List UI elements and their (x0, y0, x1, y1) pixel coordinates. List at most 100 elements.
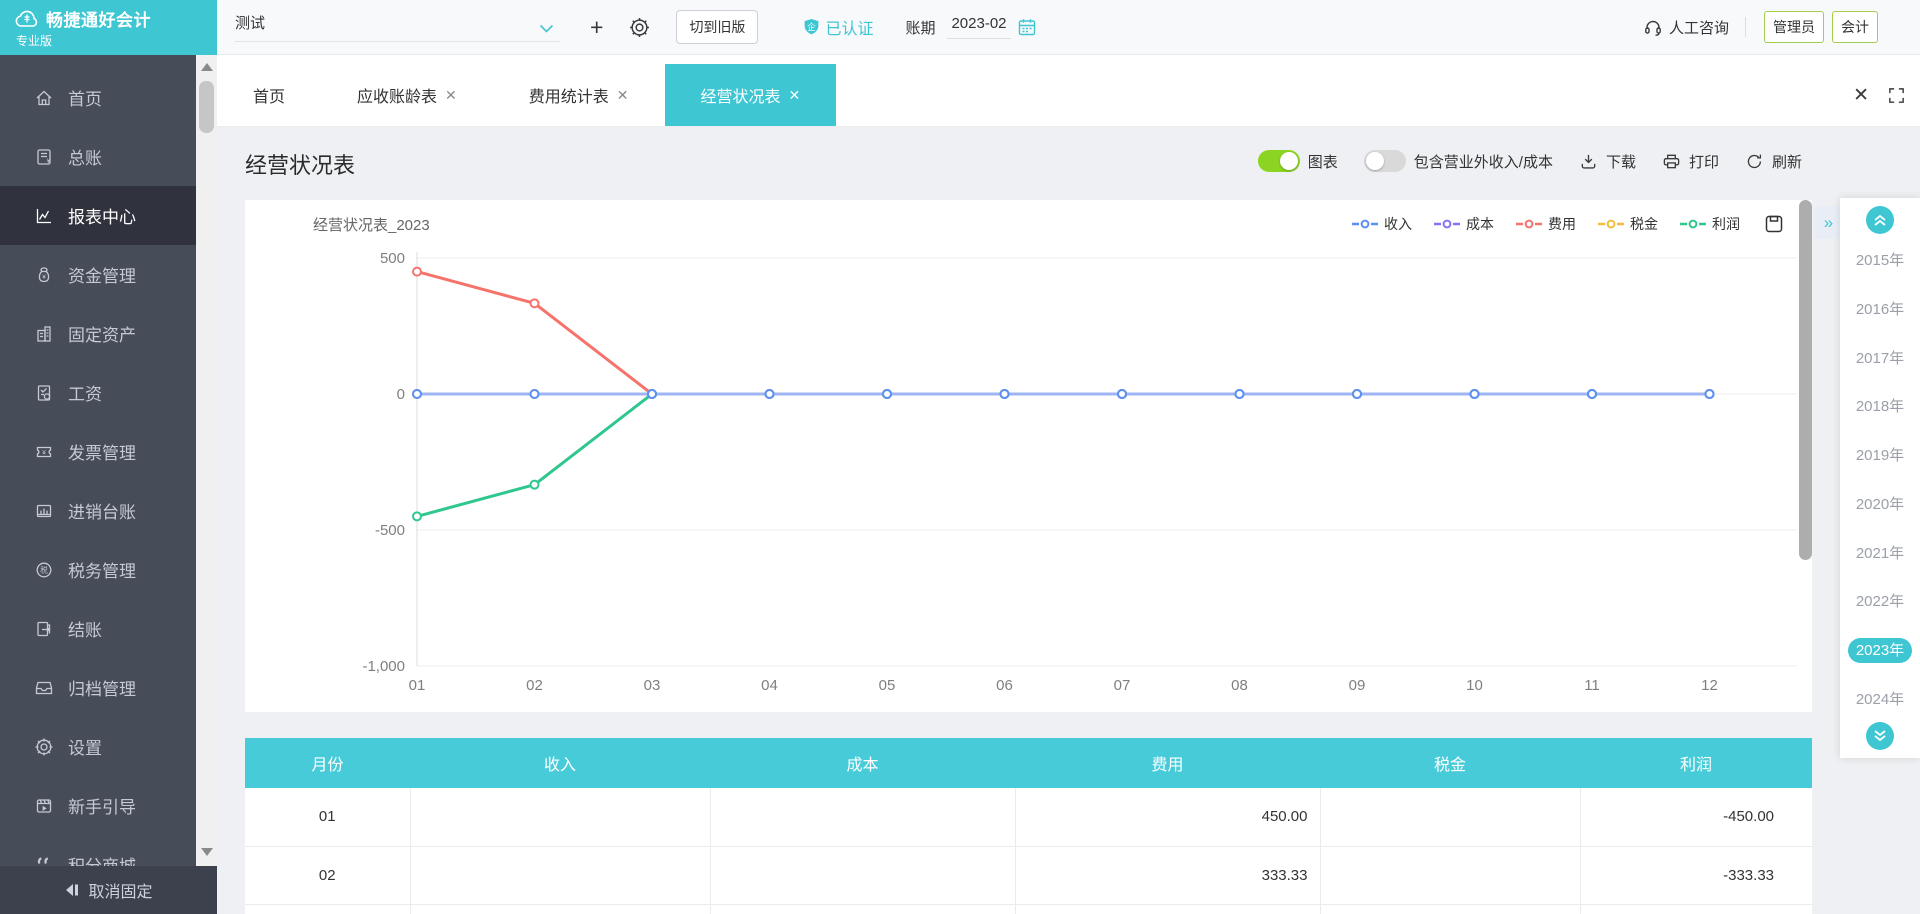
svg-text:-500: -500 (375, 522, 405, 539)
fullscreen-icon[interactable] (1887, 86, 1906, 105)
year-item-2017[interactable]: 2017年 (1855, 349, 1905, 367)
switch-old-version-button[interactable]: 切到旧版 (676, 10, 759, 44)
sidebar-item-salary[interactable]: 工资 (0, 363, 196, 422)
legend-marker-icon (1680, 219, 1706, 229)
page-title: 经营状况表 (245, 153, 356, 178)
main-scrollbar-thumb[interactable] (1799, 200, 1812, 560)
svg-text:¥: ¥ (47, 158, 51, 165)
close-all-tabs-icon[interactable]: ✕ (1853, 84, 1869, 106)
year-item-2016[interactable]: 2016年 (1855, 300, 1905, 318)
year-panel-collapse-icon[interactable]: » (1815, 206, 1842, 239)
add-account-set-icon[interactable]: + (590, 13, 604, 40)
sidebar-menu: 首页 ¥ 总账 报表中心 ¥ 资金管理 固定资产 工资 ¥ 发票管理 进销台账税 税务管理 结账 归档管理… (0, 55, 196, 894)
print-button[interactable]: 打印 (1662, 151, 1719, 172)
sidebar-item-settings[interactable]: 设置 (0, 717, 196, 776)
save-image-icon[interactable] (1764, 214, 1784, 234)
toggle-chart[interactable]: 图表 (1257, 150, 1338, 172)
role-accountant-button[interactable]: 会计 (1832, 11, 1878, 43)
page-controls: 图表 包含营业外收入/成本 下载 打印 刷新 (1257, 150, 1802, 172)
certified-badge[interactable]: 企 已认证 (802, 15, 873, 39)
legend-marker-icon (1352, 219, 1378, 229)
table-cell (410, 788, 711, 847)
year-item-2024[interactable]: 2024年 (1855, 690, 1905, 708)
sidebar-item-closing[interactable]: 结账 (0, 599, 196, 658)
scroll-up-arrow-icon[interactable] (201, 63, 213, 71)
sidebar-item-report-center[interactable]: 报表中心 (0, 186, 196, 245)
legend-label: 成本 (1466, 216, 1494, 232)
sidebar-scrollbar[interactable] (196, 55, 217, 866)
tax-icon: 税 (36, 562, 52, 577)
year-item-2023[interactable]: 2023年 (1847, 638, 1913, 664)
year-item-2018[interactable]: 2018年 (1855, 398, 1905, 416)
toggle-label: 包含营业外收入/成本 (1413, 153, 1553, 171)
period-value[interactable]: 2023-02 (947, 15, 1011, 39)
refresh-button[interactable]: 刷新 (1745, 151, 1802, 172)
period-group: 账期 2023-02 (905, 15, 1036, 39)
table-cell: 333.33 (1015, 846, 1321, 905)
scroll-down-arrow-icon[interactable] (201, 848, 213, 856)
brand-block: 畅捷通好会计 专业版 (0, 0, 217, 55)
sidebar-item-label: 发票管理 (68, 444, 136, 463)
sidebar-item-label: 税务管理 (68, 562, 136, 581)
legend-label: 税金 (1630, 216, 1658, 232)
tab-home[interactable]: 首页 (217, 64, 321, 126)
svg-text:税: 税 (40, 564, 48, 574)
cloud-logo-icon (14, 8, 40, 30)
sidebar-item-fixed-assets[interactable]: 固定资产 (0, 304, 196, 363)
salary-icon (37, 384, 51, 401)
legend-item[interactable]: 成本 (1434, 214, 1494, 234)
year-panel: 2015年 2016年 2017年 2018年 2019年 2020年 2021年 2022年… (1840, 198, 1920, 758)
calendar-icon[interactable] (1017, 17, 1037, 37)
tab-1[interactable]: 应收账龄表 ✕ (321, 64, 493, 126)
year-item-2022[interactable]: 2022年 (1855, 593, 1905, 611)
sidebar-item-beginner-guide[interactable]: 新手引导 (0, 776, 196, 835)
topbar: 测试 + 切到旧版 企 已认证 账期 2023-02 (217, 0, 1920, 55)
year-list: 2015年 2016年 2017年 2018年 2019年 2020年 2021年 2022年… (1847, 234, 1913, 722)
sidebar-item-label: 结账 (68, 621, 102, 640)
year-item-2020[interactable]: 2020年 (1855, 495, 1905, 513)
toggle-switch[interactable] (1363, 150, 1406, 172)
year-item-2015[interactable]: 2015年 (1855, 252, 1905, 269)
svg-text:11: 11 (1584, 677, 1600, 694)
sidebar-item-purchase-sale-ledger[interactable]: 进销台账 (0, 481, 196, 540)
year-item-2021[interactable]: 2021年 (1855, 544, 1905, 562)
close-icon[interactable]: ✕ (445, 86, 457, 103)
table-cell (1320, 904, 1581, 914)
table-row: 01 450.00 -450.00 (245, 788, 1812, 847)
sidebar-item-general-ledger[interactable]: ¥ 总账 (0, 127, 196, 186)
gear-icon[interactable] (629, 17, 650, 38)
chevron-down-icon[interactable] (539, 24, 554, 33)
account-set-select[interactable]: 测试 (235, 12, 560, 42)
close-icon[interactable]: ✕ (616, 86, 629, 103)
table-header-cell: 收入 (410, 738, 710, 788)
download-button[interactable]: 下载 (1579, 151, 1636, 172)
tab-2[interactable]: 费用统计表 ✕ (493, 64, 665, 126)
legend-item[interactable]: 收入 (1352, 214, 1412, 234)
sidebar-scrollbar-thumb[interactable] (199, 81, 214, 133)
action-label: 打印 (1688, 153, 1719, 171)
legend-item[interactable]: 费用 (1516, 214, 1576, 234)
legend-item[interactable]: 利润 (1680, 214, 1740, 234)
role-admin-button[interactable]: 管理员 (1764, 11, 1824, 43)
tab-3[interactable]: 经营状况表 ✕ (664, 64, 837, 126)
support-link[interactable]: 人工咨询 (1643, 17, 1729, 38)
year-scroll-up-button[interactable] (1866, 206, 1894, 234)
chart-card: 经营状况表_2023 收入 成本 费用 税金 利润 500 0 -500 -1,000… (245, 200, 1812, 712)
home-icon (36, 90, 52, 105)
table-cell: 450.00 (1015, 788, 1321, 847)
sidebar-item-tax[interactable]: 税 税务管理 (0, 540, 196, 599)
tab-bar: 首页 应收账龄表 ✕ 费用统计表 ✕ 经营状况表 ✕ ✕ (217, 55, 1920, 127)
sidebar-item-funds[interactable]: ¥ 资金管理 (0, 245, 196, 304)
year-scroll-down-button[interactable] (1866, 722, 1894, 750)
close-icon[interactable]: ✕ (788, 86, 801, 103)
sidebar-item-archive[interactable]: 归档管理 (0, 658, 196, 717)
unpin-sidebar-button[interactable]: 取消固定 (0, 866, 217, 914)
legend-item[interactable]: 税金 (1598, 214, 1658, 234)
tab-label: 经营状况表 (700, 89, 781, 106)
year-item-2019[interactable]: 2019年 (1855, 447, 1905, 465)
toggle-include-nonoperating[interactable]: 包含营业外收入/成本 (1363, 150, 1553, 172)
refresh-icon (1747, 154, 1762, 168)
sidebar-item-home[interactable]: 首页 (0, 68, 196, 127)
sidebar-item-invoice[interactable]: ¥ 发票管理 (0, 422, 196, 481)
toggle-switch[interactable] (1257, 150, 1300, 172)
